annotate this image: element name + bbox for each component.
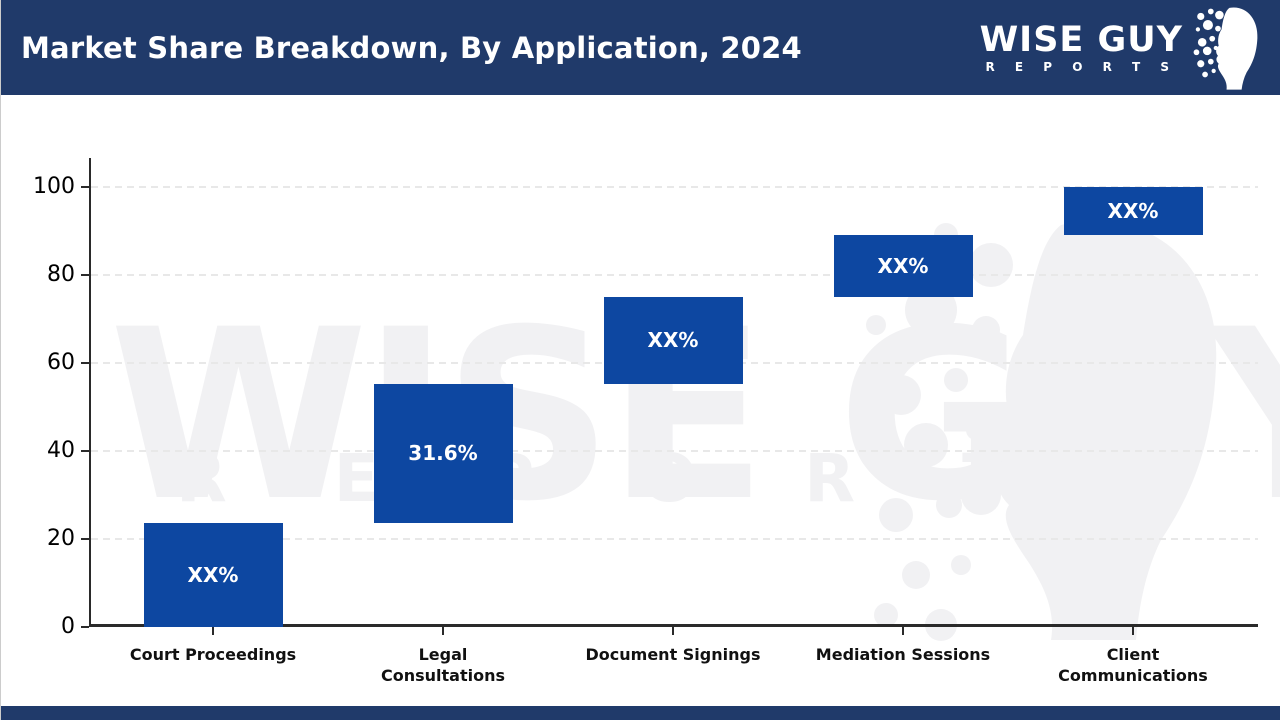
gridline-100 — [91, 186, 1258, 188]
y-tick-label-60: 60 — [47, 350, 75, 375]
head-profile-icon — [1193, 7, 1258, 90]
x-tick-label-mediation-sessions: Mediation Sessions — [815, 645, 991, 664]
y-tick-label-20: 20 — [47, 526, 75, 551]
x-tick-label-client-communications: Client Communications — [1058, 645, 1208, 686]
logo-subtitle: R E P O R T S — [985, 60, 1178, 75]
bar-label-mediation-sessions: XX% — [877, 254, 929, 279]
y-tick-mark-40 — [81, 450, 89, 452]
bar-label-court-proceedings: XX% — [187, 562, 239, 587]
x-tick-mark-mediation-sessions — [902, 627, 904, 635]
y-tick-mark-100 — [81, 186, 89, 188]
x-tick-mark-document-signings — [672, 627, 674, 635]
bar-court-proceedings: XX% — [143, 522, 283, 627]
watermark-head-icon — [860, 221, 1217, 641]
wise-guy-reports-logo: WISE GUY R E P O R T S — [980, 4, 1271, 92]
x-tick-label-court-proceedings: Court Proceedings — [129, 645, 297, 664]
bar-mediation-sessions: XX% — [833, 235, 973, 297]
bar-label-legal-consultations: 31.6% — [408, 441, 478, 466]
chart-title: Market Share Breakdown, By Application, … — [21, 30, 802, 65]
chart-area: WISE GUY R E P O R T S 0 20 40 60 80 100 XX% Co… — [1, 95, 1280, 706]
y-tick-label-80: 80 — [47, 262, 75, 287]
y-tick-mark-0 — [81, 626, 89, 628]
x-tick-mark-court-proceedings — [212, 627, 214, 635]
y-tick-mark-60 — [81, 362, 89, 364]
bar-label-client-communications: XX% — [1107, 199, 1159, 224]
y-tick-label-100: 100 — [33, 174, 75, 199]
x-tick-label-legal-consultations: Legal Consultations — [380, 645, 505, 686]
y-tick-mark-80 — [81, 274, 89, 276]
header-bar: Market Share Breakdown, By Application, … — [1, 0, 1280, 95]
plot-area: 0 20 40 60 80 100 XX% Court Proceedings 31.6% Leg… — [33, 158, 1258, 685]
x-tick-mark-client-communications — [1132, 627, 1134, 635]
bar-client-communications: XX% — [1063, 187, 1203, 236]
footer-bar — [1, 706, 1280, 720]
bar-document-signings: XX% — [603, 297, 743, 384]
bar-legal-consultations: 31.6% — [373, 383, 513, 523]
y-tick-label-40: 40 — [47, 438, 75, 463]
x-tick-label-document-signings: Document Signings — [585, 645, 761, 664]
logo-text: WISE GUY R E P O R T S — [979, 19, 1183, 75]
y-tick-label-0: 0 — [61, 614, 75, 639]
gridline-40 — [91, 450, 1258, 452]
logo-name: WISE GUY — [979, 19, 1183, 60]
bar-label-document-signings: XX% — [647, 328, 699, 353]
x-tick-mark-legal-consultations — [442, 627, 444, 635]
gridline-20 — [91, 538, 1258, 540]
y-tick-mark-20 — [81, 538, 89, 540]
gridline-80 — [91, 274, 1258, 276]
